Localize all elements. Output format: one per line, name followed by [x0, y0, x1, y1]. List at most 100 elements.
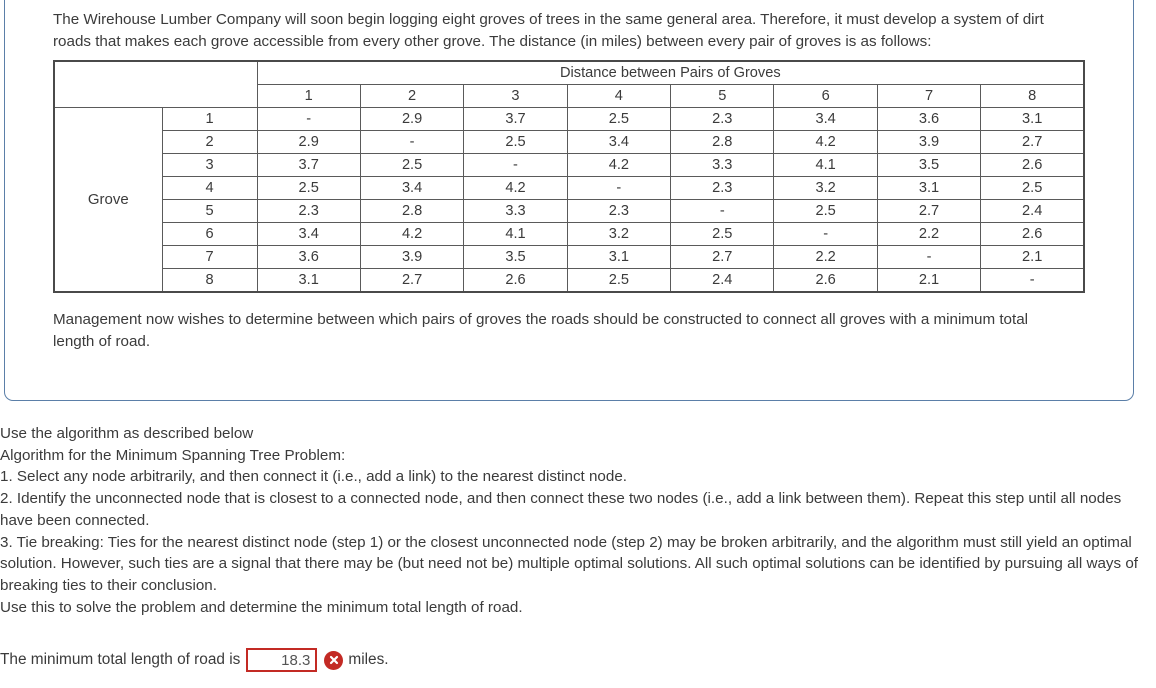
- answer-row: The minimum total length of road is mile…: [0, 648, 389, 672]
- table-row-header-7: 7: [161, 245, 258, 269]
- distance-table: Distance between Pairs of Groves 1 2 3 4 5 6 7 8…: [53, 60, 1086, 293]
- table-cell-7-1: 3.6: [256, 245, 361, 269]
- table-cell-7-7: -: [876, 245, 982, 269]
- table-cell-3-5: 3.3: [670, 153, 775, 177]
- table-row: 8 3.1 2.7 2.6 2.5 2.4 2.6 2.1-: [54, 268, 1085, 293]
- table-cell-2-3: 2.5: [463, 130, 568, 154]
- table-row: 7 3.6 3.9 3.5 3.1 2.7 2.2-2.1: [54, 245, 1085, 269]
- table-column-header-3: 3: [463, 84, 568, 108]
- table-cell-3-1: 3.7: [256, 153, 361, 177]
- table-cell-3-8: 2.6: [980, 153, 1085, 177]
- algorithm-title: Algorithm for the Minimum Spanning Tree …: [0, 446, 346, 464]
- table-row: 3 3.7 2.5-4.2 3.3 4.1 3.5 2.6: [54, 153, 1085, 177]
- table-cell-4-3: 4.2: [463, 176, 568, 200]
- table-column-header-2: 2: [359, 84, 465, 108]
- table-cell-6-1: 3.4: [256, 222, 361, 246]
- table-cell-8-8: -: [980, 268, 1085, 293]
- table-cell-6-2: 4.2: [359, 222, 465, 246]
- table-corner-cell: [53, 60, 258, 108]
- table-row: 4 2.5 3.4 4.2-2.3 3.2 3.1 2.5: [54, 176, 1085, 200]
- table-cell-5-5: -: [670, 199, 775, 223]
- table-cell-7-2: 3.9: [359, 245, 465, 269]
- table-cell-1-3: 3.7: [463, 107, 568, 131]
- table-row: Grove 1-2.9 3.7 2.5 2.3 3.4 3.6 3.1: [53, 107, 1085, 293]
- table-cell-5-7: 2.7: [876, 199, 982, 223]
- table-row-header-6: 6: [161, 222, 258, 246]
- table-row-header-5: 5: [161, 199, 258, 223]
- table-cell-4-1: 2.5: [256, 176, 361, 200]
- table-header-row-span: Distance between Pairs of Groves: [53, 60, 1085, 108]
- problem-statement-card: The Wirehouse Lumber Company will soon b…: [4, 0, 1134, 401]
- table-cell-5-3: 3.3: [463, 199, 568, 223]
- table-cell-4-7: 3.1: [876, 176, 982, 200]
- table-cell-7-8: 2.1: [980, 245, 1085, 269]
- table-cell-2-7: 3.9: [876, 130, 982, 154]
- table-cell-1-8: 3.1: [980, 107, 1085, 131]
- table-cell-6-7: 2.2: [876, 222, 982, 246]
- table-cell-6-3: 4.1: [463, 222, 568, 246]
- table-cell-3-4: 4.2: [566, 153, 672, 177]
- table-cell-6-6: -: [773, 222, 878, 246]
- error-circle-x-icon: [324, 650, 344, 670]
- algorithm-step-3: 3. Tie breaking: Ties for the nearest di…: [0, 533, 1139, 594]
- table-cell-5-2: 2.8: [359, 199, 465, 223]
- table-row-header-3: 3: [161, 153, 258, 177]
- table-cell-3-6: 4.1: [773, 153, 878, 177]
- table-cell-6-5: 2.5: [670, 222, 775, 246]
- table-cell-1-4: 2.5: [566, 107, 672, 131]
- table-cell-6-4: 3.2: [566, 222, 672, 246]
- table-cell-4-6: 3.2: [773, 176, 878, 200]
- table-column-header-7: 7: [876, 84, 982, 108]
- table-cell-8-5: 2.4: [670, 268, 775, 293]
- table-cell-7-3: 3.5: [463, 245, 568, 269]
- problem-intro-text: The Wirehouse Lumber Company will soon b…: [53, 11, 1044, 50]
- table-row: 2 2.9-2.5 3.4 2.8 4.2 3.9 2.7: [54, 130, 1085, 154]
- table-column-header-1: 1: [256, 84, 361, 108]
- table-cell-5-8: 2.4: [980, 199, 1085, 223]
- problem-outro-text: Management now wishes to determine betwe…: [53, 311, 1029, 350]
- table-row-header-4: 4: [161, 176, 258, 200]
- answer-unit-label: miles.: [348, 651, 389, 668]
- table-column-header-4: 4: [566, 84, 672, 108]
- table-cell-8-6: 2.6: [773, 268, 878, 293]
- table-cell-2-1: 2.9: [256, 130, 361, 154]
- answer-prefix-label: The minimum total length of road is: [0, 651, 241, 668]
- table-cell-5-4: 2.3: [566, 199, 672, 223]
- table-cell-6-8: 2.6: [980, 222, 1085, 246]
- algorithm-step-2: 2. Identify the unconnected node that is…: [0, 490, 1122, 529]
- table-cell-1-2: 2.9: [359, 107, 465, 131]
- table-span-header: Distance between Pairs of Groves: [256, 60, 1085, 85]
- algorithm-step-1: 1. Select any node arbitrarily, and then…: [0, 468, 627, 486]
- table-row-header-1: 1: [161, 107, 258, 131]
- table-cell-4-5: 2.3: [670, 176, 775, 200]
- table-row-group-label: Grove: [53, 107, 163, 293]
- table-cell-5-1: 2.3: [256, 199, 361, 223]
- table-cell-8-2: 2.7: [359, 268, 465, 293]
- table-cell-2-5: 2.8: [670, 130, 775, 154]
- table-cell-8-1: 3.1: [256, 268, 361, 293]
- table-cell-3-2: 2.5: [359, 153, 465, 177]
- algorithm-instructions: Use the algorithm as described below Alg…: [0, 423, 1156, 618]
- table-cell-7-5: 2.7: [670, 245, 775, 269]
- table-cell-8-4: 2.5: [566, 268, 672, 293]
- table-cell-2-4: 3.4: [566, 130, 672, 154]
- table-cell-1-5: 2.3: [670, 107, 775, 131]
- table-cell-1-6: 3.4: [773, 107, 878, 131]
- table-cell-4-4: -: [566, 176, 672, 200]
- answer-input[interactable]: [246, 648, 318, 672]
- table-cell-3-3: -: [463, 153, 568, 177]
- algorithm-lead-in: Use the algorithm as described below: [0, 425, 254, 442]
- table-cell-8-3: 2.6: [463, 268, 568, 293]
- table-cell-4-8: 2.5: [980, 176, 1085, 200]
- table-row-header-2: 2: [161, 130, 258, 154]
- distance-table-wrapper: Distance between Pairs of Groves 1 2 3 4 5 6 7 8…: [53, 60, 1086, 293]
- table-column-header-5: 5: [670, 84, 775, 108]
- table-cell-2-8: 2.7: [980, 130, 1085, 154]
- table-cell-7-6: 2.2: [773, 245, 878, 269]
- table-cell-7-4: 3.1: [566, 245, 672, 269]
- table-column-header-6: 6: [773, 84, 878, 108]
- table-column-header-8: 8: [980, 84, 1085, 108]
- table-row: 5 2.3 2.8 3.3 2.3-2.5 2.7 2.4: [54, 199, 1085, 223]
